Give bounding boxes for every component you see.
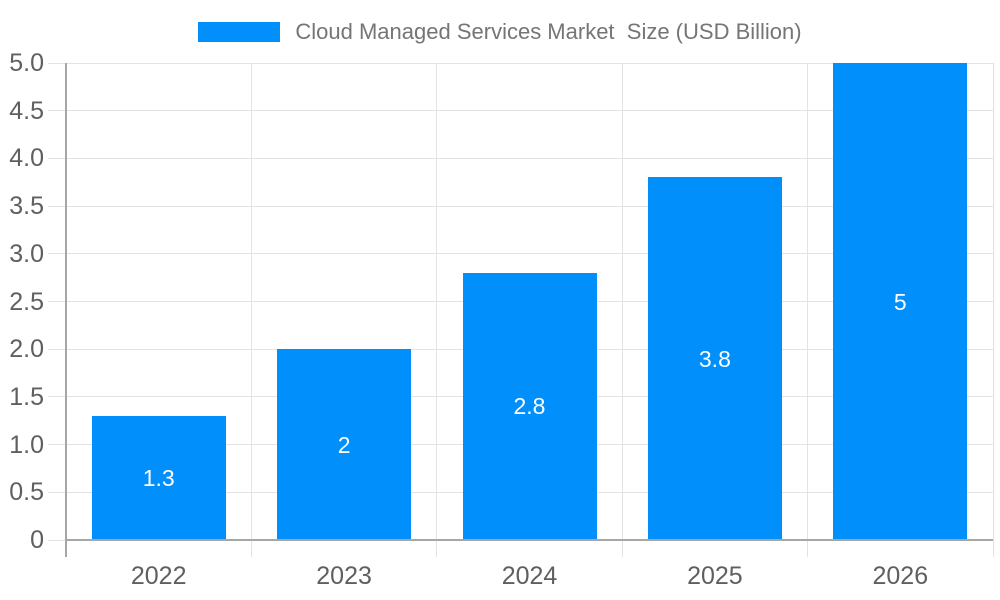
bar-2023[interactable]	[277, 349, 412, 540]
bar-2025[interactable]	[647, 177, 782, 540]
x-axis-label: 2025	[687, 562, 743, 590]
gridline-vertical	[621, 63, 623, 557]
bar-value-label: 2	[337, 431, 351, 458]
y-axis-tick	[48, 157, 66, 159]
y-axis-label: 1.0	[9, 430, 44, 459]
y-axis-tick	[48, 396, 66, 398]
x-axis-label: 2024	[501, 562, 558, 590]
y-axis-tick	[48, 62, 66, 64]
bar-2022[interactable]	[91, 415, 226, 540]
y-axis-tick	[48, 110, 66, 112]
y-axis-tick	[48, 444, 66, 446]
x-axis-line	[66, 539, 993, 541]
y-axis-label: 0	[30, 526, 44, 554]
y-axis-label: 0.5	[9, 478, 44, 507]
gridline-vertical	[992, 63, 994, 557]
y-axis-label: 4.5	[9, 96, 44, 125]
y-axis-tick	[48, 205, 66, 207]
y-axis-label: 3.0	[9, 239, 44, 268]
x-axis-label: 2022	[130, 562, 187, 590]
y-axis-label: 5.0	[9, 49, 44, 77]
y-axis-tick	[48, 253, 66, 255]
y-axis-label: 2.0	[9, 335, 44, 364]
bar-value-label: 3.8	[698, 345, 731, 372]
x-axis-label: 2026	[872, 562, 929, 590]
bar-value-label: 1.3	[142, 464, 175, 491]
gridline-horizontal	[66, 110, 993, 112]
y-axis-label: 2.5	[9, 287, 44, 316]
gridline-horizontal	[66, 62, 993, 64]
y-axis-line	[65, 63, 67, 557]
gridline-horizontal	[66, 157, 993, 159]
y-axis-label: 3.5	[9, 192, 44, 221]
bar-value-label: 5	[893, 288, 907, 315]
legend-label: Cloud Managed Services Market Size (USD …	[295, 19, 802, 44]
bar-2024[interactable]	[462, 272, 597, 540]
y-axis-tick	[48, 539, 66, 541]
gridline-vertical	[807, 63, 809, 557]
y-axis-tick	[48, 348, 66, 350]
gridline-vertical	[436, 63, 438, 557]
legend-swatch	[198, 22, 281, 42]
x-axis-label: 2023	[316, 562, 372, 590]
gridline-horizontal	[66, 253, 993, 255]
y-axis-label: 4.0	[9, 144, 44, 173]
bar-2026[interactable]	[833, 63, 968, 540]
gridline-horizontal	[66, 205, 993, 207]
y-axis-label: 1.5	[9, 382, 44, 411]
bar-value-label: 2.8	[513, 393, 546, 420]
gridline-vertical	[250, 63, 252, 557]
y-axis-tick	[48, 301, 66, 302]
y-axis-tick	[48, 491, 66, 493]
legend-item[interactable]: Cloud Managed Services Market Size (USD …	[0, 18, 1000, 46]
